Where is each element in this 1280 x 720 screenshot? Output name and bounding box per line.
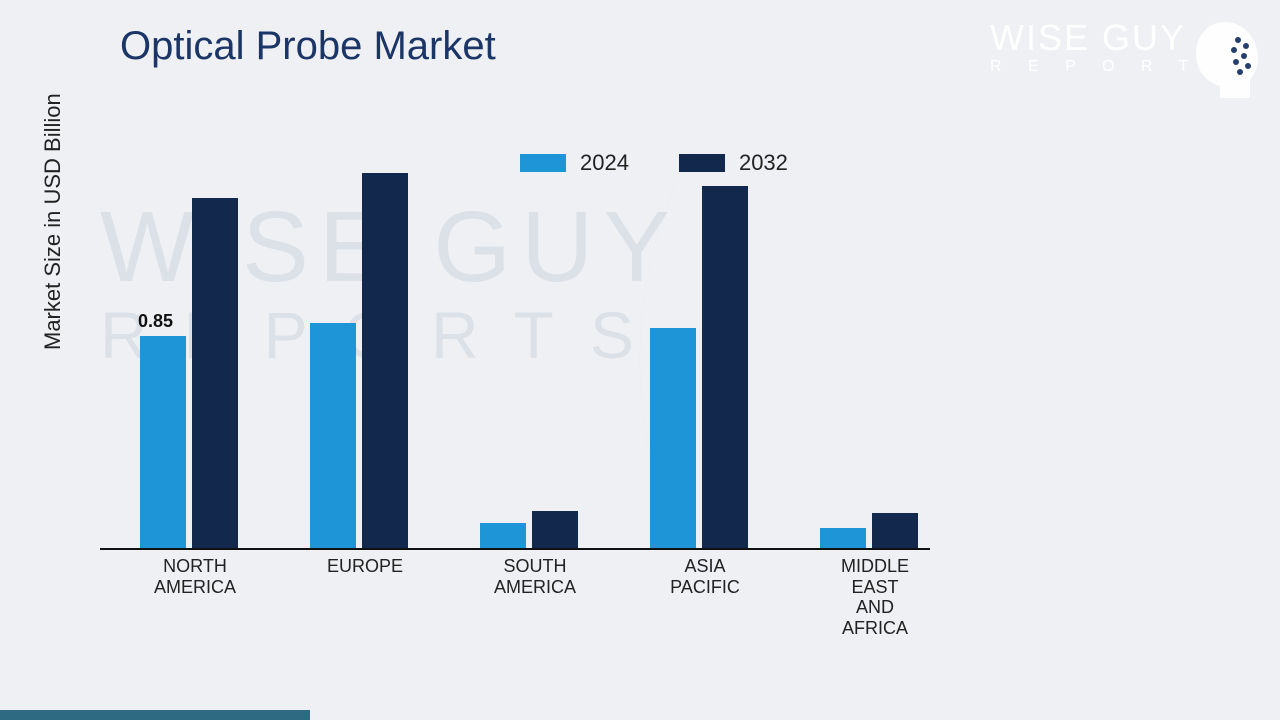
bar	[310, 323, 356, 548]
bottom-accent-bar	[0, 710, 310, 720]
bar	[140, 336, 186, 549]
bar	[532, 511, 578, 549]
bar	[650, 328, 696, 548]
x-axis-label: NORTHAMERICA	[125, 556, 265, 597]
bar	[702, 186, 748, 549]
x-axis-label: EUROPE	[295, 556, 435, 577]
bar	[192, 198, 238, 548]
page: WISE GUY R E P O R T S WISE GUY REPORTS …	[0, 0, 1280, 720]
bar	[872, 513, 918, 548]
chart-title: Optical Probe Market	[120, 24, 496, 69]
bar	[820, 528, 866, 548]
bar-chart: 0.85	[100, 150, 930, 550]
y-axis-label: Market Size in USD Billion	[40, 93, 66, 350]
bar	[480, 523, 526, 548]
bar-value-label: 0.85	[138, 311, 173, 332]
bar	[362, 173, 408, 548]
x-axis-label: MIDDLEEASTANDAFRICA	[805, 556, 945, 639]
brand-logo: WISE GUY R E P O R T S	[990, 20, 1250, 76]
brand-head-icon	[1190, 20, 1260, 100]
x-axis-label: SOUTHAMERICA	[465, 556, 605, 597]
x-axis-label: ASIAPACIFIC	[635, 556, 775, 597]
